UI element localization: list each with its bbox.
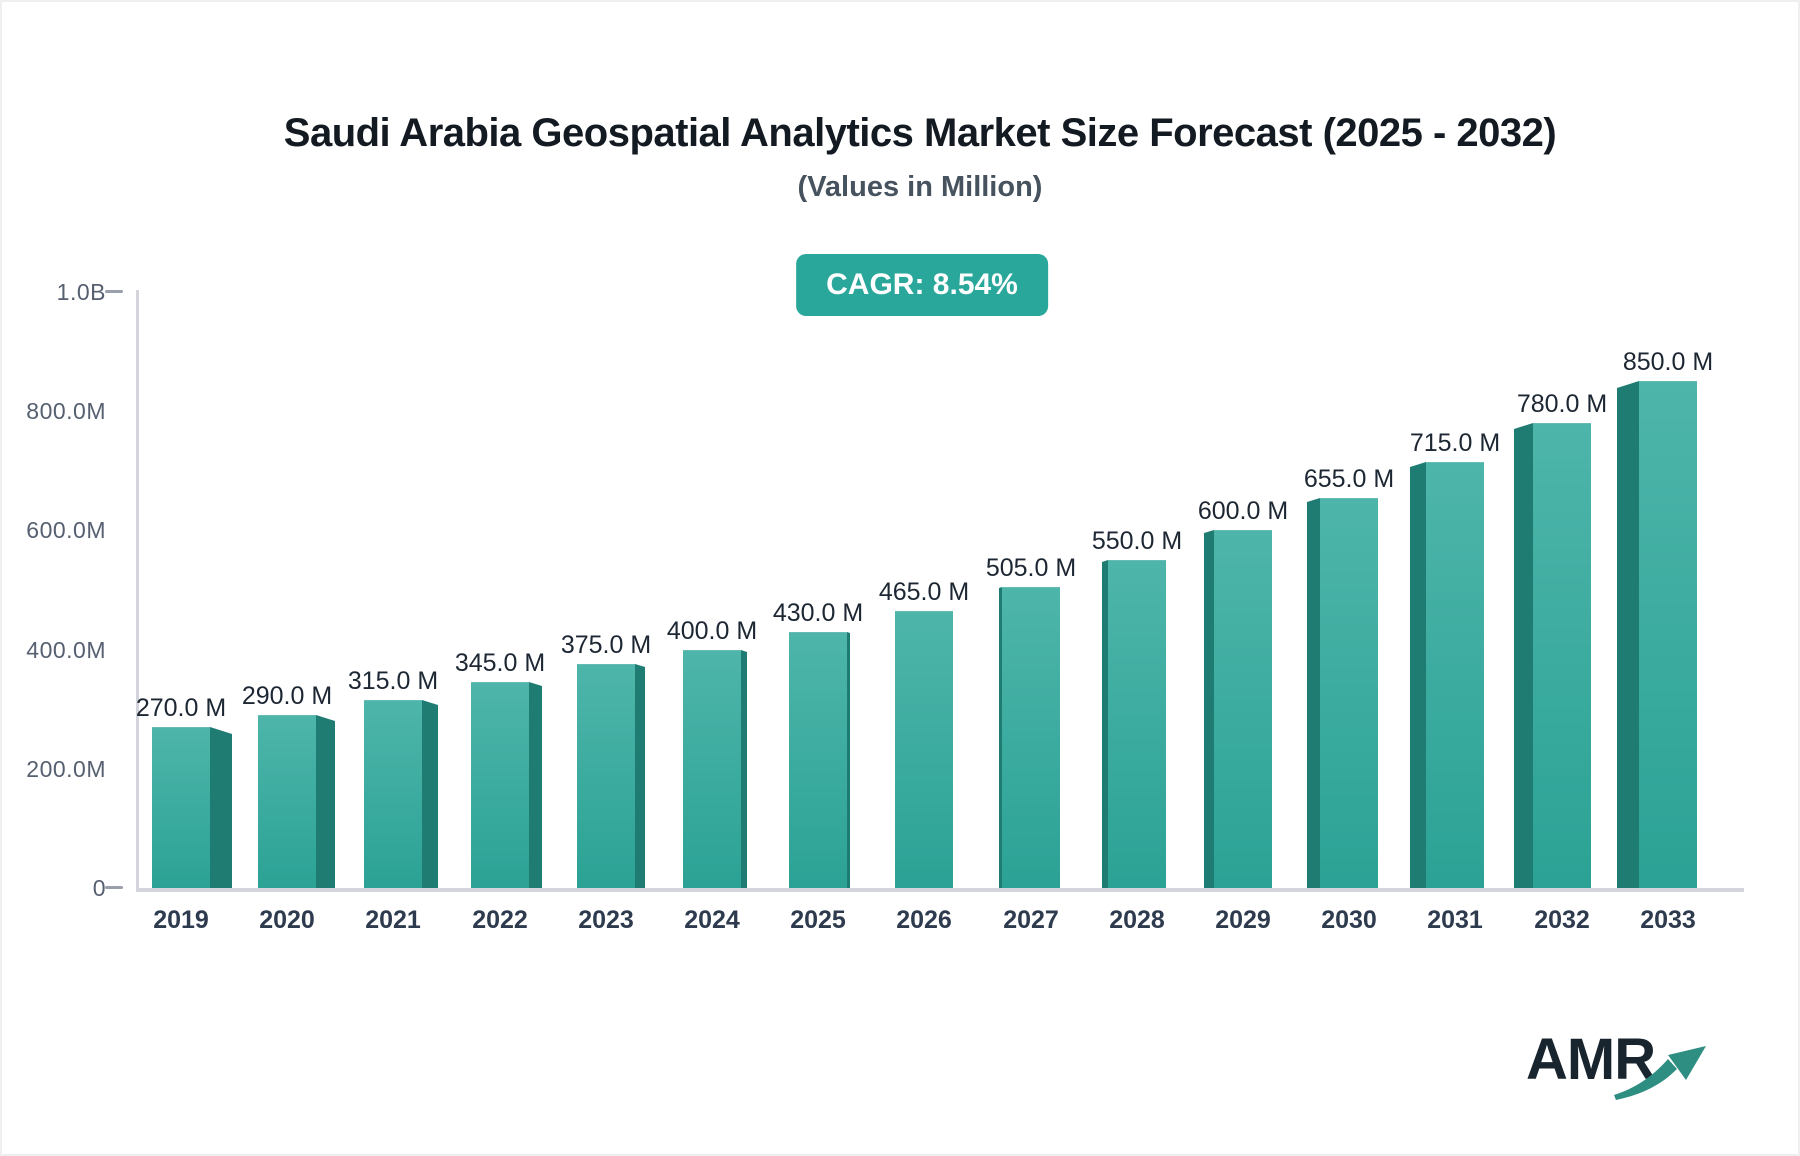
bar-front-face: [1639, 381, 1697, 888]
bar-side-face: [741, 650, 747, 888]
x-axis-label: 2031: [1427, 906, 1483, 934]
bar-value-label: 465.0 M: [878, 578, 970, 606]
bar: 400.0 M: [667, 617, 757, 888]
bar-front-face: [683, 650, 741, 888]
bar-value-label: 780.0 M: [1516, 390, 1608, 418]
y-axis-label: 1.0B: [56, 279, 106, 305]
bar-side-face: [1307, 498, 1320, 888]
logo-text: AMR: [1526, 1027, 1656, 1092]
bar-front-face: [364, 700, 422, 888]
y-axis-tick: [105, 290, 123, 293]
x-axis-label: 2026: [896, 906, 952, 934]
bar-side-face: [1410, 462, 1426, 888]
bar: 290.0 M: [242, 682, 335, 888]
x-axis-label: 2021: [365, 906, 421, 934]
bar-front-face: [1214, 530, 1272, 888]
x-axis-label: 2024: [684, 906, 740, 934]
amr-logo: AMR: [1526, 1030, 1726, 1110]
bar-side-face: [1617, 381, 1639, 888]
page-subtitle: (Values in Million): [797, 171, 1043, 203]
bar: 270.0 M: [136, 694, 232, 888]
bar-side-face: [529, 682, 542, 888]
bar-front-face: [1108, 560, 1166, 888]
page-title: Saudi Arabia Geospatial Analytics Market…: [283, 111, 1557, 155]
x-axis-label: 2027: [1003, 906, 1059, 934]
bar-value-label: 715.0 M: [1409, 429, 1501, 457]
bar-value-label: 290.0 M: [241, 682, 333, 710]
bar-value-label: 430.0 M: [772, 599, 864, 627]
x-axis-label: 2029: [1215, 906, 1271, 934]
bar-front-face: [471, 682, 529, 888]
bar-front-face: [258, 715, 316, 888]
bar-front-face: [152, 727, 210, 888]
bar: 780.0 M: [1514, 390, 1607, 888]
bar-value-label: 345.0 M: [454, 649, 546, 677]
bar-value-label: 375.0 M: [560, 631, 652, 659]
bar-side-face: [847, 632, 850, 888]
bar: 315.0 M: [348, 667, 438, 888]
bar-front-face: [1002, 587, 1060, 888]
bar: 715.0 M: [1410, 429, 1500, 888]
bar-side-face: [210, 727, 232, 888]
bar-value-label: 550.0 M: [1091, 527, 1183, 555]
bar-side-face: [316, 715, 335, 888]
x-axis-label: 2022: [472, 906, 528, 934]
x-axis-label: 2033: [1640, 906, 1696, 934]
x-axis-label: 2028: [1109, 906, 1165, 934]
logo-arrow-icon: [1614, 1046, 1706, 1100]
bar-value-label: 600.0 M: [1197, 497, 1289, 525]
x-axis-label: 2020: [259, 906, 315, 934]
cagr-badge: CAGR: 8.54%: [796, 254, 1048, 316]
bar-value-label: 400.0 M: [666, 617, 758, 645]
bar-front-face: [577, 664, 635, 888]
bar-side-face: [1514, 423, 1533, 888]
x-axis-label: 2030: [1321, 906, 1377, 934]
bar-front-face: [1426, 462, 1484, 888]
bar: 430.0 M: [773, 599, 863, 888]
y-axis-label: 200.0M: [26, 756, 106, 782]
x-axis-label: 2019: [153, 906, 209, 934]
bar: 375.0 M: [561, 631, 651, 888]
x-axis-label: 2025: [790, 906, 846, 934]
y-axis-label: 600.0M: [26, 517, 106, 543]
bar-value-label: 315.0 M: [347, 667, 439, 695]
y-axis-label: 400.0M: [26, 637, 106, 663]
bar-side-face: [1204, 530, 1214, 888]
x-axis-line: [136, 888, 1744, 892]
bar: 655.0 M: [1304, 465, 1394, 888]
bar-value-label: 850.0 M: [1622, 348, 1714, 376]
bar-side-face: [999, 587, 1002, 888]
bar-side-face: [635, 664, 645, 888]
bar-front-face: [789, 632, 847, 888]
y-axis-tick: [105, 886, 123, 889]
bar: 550.0 M: [1092, 527, 1182, 888]
bar: 505.0 M: [986, 554, 1076, 888]
bar: 345.0 M: [455, 649, 545, 888]
bar: 600.0 M: [1198, 497, 1288, 888]
bar-value-label: 655.0 M: [1303, 465, 1395, 493]
y-axis-label: 0: [92, 875, 106, 901]
x-axis-label: 2023: [578, 906, 634, 934]
bar-side-face: [1102, 560, 1108, 888]
bar-front-face: [895, 611, 953, 888]
bar-side-face: [422, 700, 438, 888]
y-axis-label: 800.0M: [26, 398, 106, 424]
bar-front-face: [1320, 498, 1378, 888]
bar: 850.0 M: [1617, 348, 1713, 888]
bar-value-label: 270.0 M: [135, 694, 227, 722]
bar: 465.0 M: [879, 578, 969, 888]
y-axis-line: [136, 290, 139, 892]
bar-front-face: [1533, 423, 1591, 888]
x-axis-label: 2032: [1534, 906, 1590, 934]
bar-value-label: 505.0 M: [985, 554, 1077, 582]
